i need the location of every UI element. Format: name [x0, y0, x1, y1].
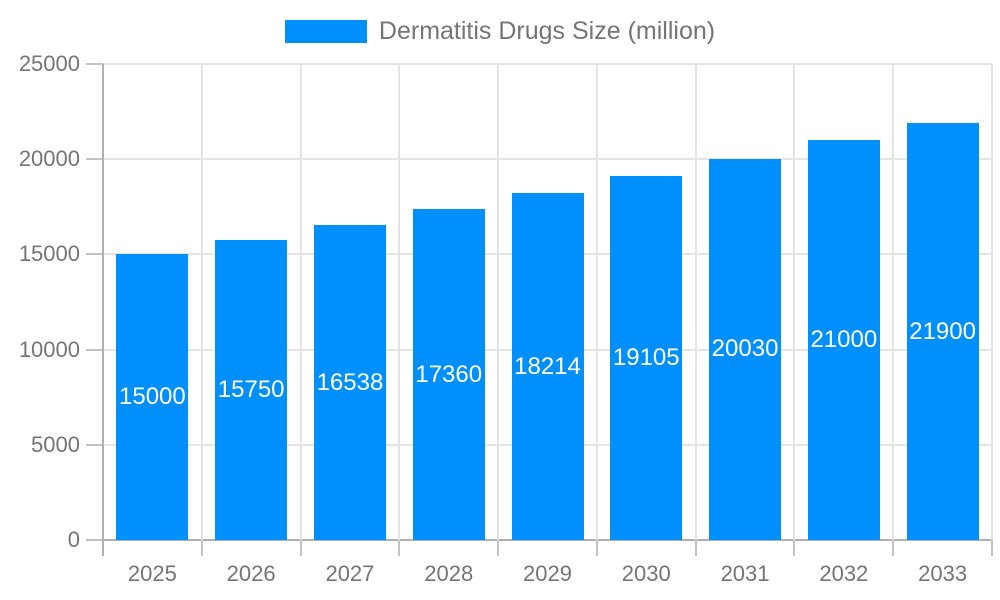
- bar-2031: 20030: [709, 158, 782, 540]
- x-tick-mark: [497, 540, 500, 556]
- y-tick-label: 5000: [31, 431, 80, 457]
- y-tick-mark: [86, 348, 103, 351]
- v-gridline: [793, 64, 796, 540]
- y-tick-mark: [86, 253, 103, 256]
- bar-value-label: 15000: [119, 383, 186, 411]
- y-tick-label: 0: [67, 527, 80, 552]
- bar-2030: 19105: [610, 176, 683, 540]
- x-tick-mark: [694, 540, 697, 556]
- bar-2029: 18214: [511, 193, 584, 540]
- bar-value-label: 18214: [514, 352, 581, 380]
- y-axis-line: [102, 64, 104, 556]
- x-tick-label: 2028: [424, 561, 474, 586]
- legend-label: Dermatitis Drugs Size (million): [378, 17, 716, 45]
- legend-item[interactable]: Dermatitis Drugs Size (million): [0, 17, 1000, 46]
- bar-value-label: 15750: [217, 376, 285, 404]
- v-gridline: [694, 64, 697, 540]
- bar-2028: 17360: [412, 209, 485, 540]
- x-tick-label: 2029: [523, 561, 572, 586]
- bar-2027: 16538: [313, 225, 386, 540]
- x-tick-label: 2033: [918, 561, 968, 586]
- bar-value-label: 21900: [909, 317, 976, 345]
- v-gridline: [200, 64, 203, 540]
- y-tick-mark: [86, 539, 103, 541]
- x-tick-mark: [793, 540, 796, 556]
- legend-swatch: [284, 20, 367, 43]
- bar-2025: 15000: [116, 254, 189, 540]
- x-tick-mark: [892, 540, 895, 556]
- y-tick-mark: [86, 158, 103, 161]
- y-tick-label: 15000: [18, 241, 80, 267]
- bar-value-label: 20030: [711, 335, 779, 363]
- v-gridline: [991, 64, 993, 540]
- x-tick-label: 2032: [819, 561, 869, 586]
- bar-value-label: 21000: [810, 326, 878, 354]
- x-tick-mark: [991, 540, 993, 556]
- v-gridline: [595, 64, 598, 540]
- bar-value-label: 19105: [612, 344, 680, 372]
- v-gridline: [299, 64, 302, 540]
- y-tick-label: 20000: [18, 146, 80, 172]
- bar-2032: 21000: [807, 140, 880, 540]
- y-tick-label: 10000: [18, 336, 80, 362]
- v-gridline: [892, 64, 895, 540]
- y-tick-label: 25000: [18, 51, 80, 76]
- x-tick-label: 2026: [226, 561, 276, 586]
- bar-value-label: 16538: [316, 368, 384, 396]
- x-tick-mark: [200, 540, 203, 556]
- x-tick-mark: [299, 540, 302, 556]
- x-tick-label: 2025: [127, 561, 177, 586]
- x-tick-label: 2027: [325, 561, 375, 586]
- h-gridline: [103, 158, 992, 161]
- x-tick-label: 2030: [621, 561, 671, 586]
- bar-value-label: 17360: [415, 360, 483, 388]
- x-tick-label: 2031: [720, 561, 770, 586]
- v-gridline: [398, 64, 401, 540]
- h-gridline: [103, 63, 992, 65]
- x-tick-mark: [398, 540, 401, 556]
- x-tick-mark: [595, 540, 598, 556]
- y-tick-mark: [86, 443, 103, 446]
- v-gridline: [497, 64, 500, 540]
- y-tick-mark: [86, 63, 103, 65]
- bar-2026: 15750: [215, 240, 288, 540]
- bar-2033: 21900: [906, 123, 979, 540]
- x-axis-baseline: [103, 539, 992, 541]
